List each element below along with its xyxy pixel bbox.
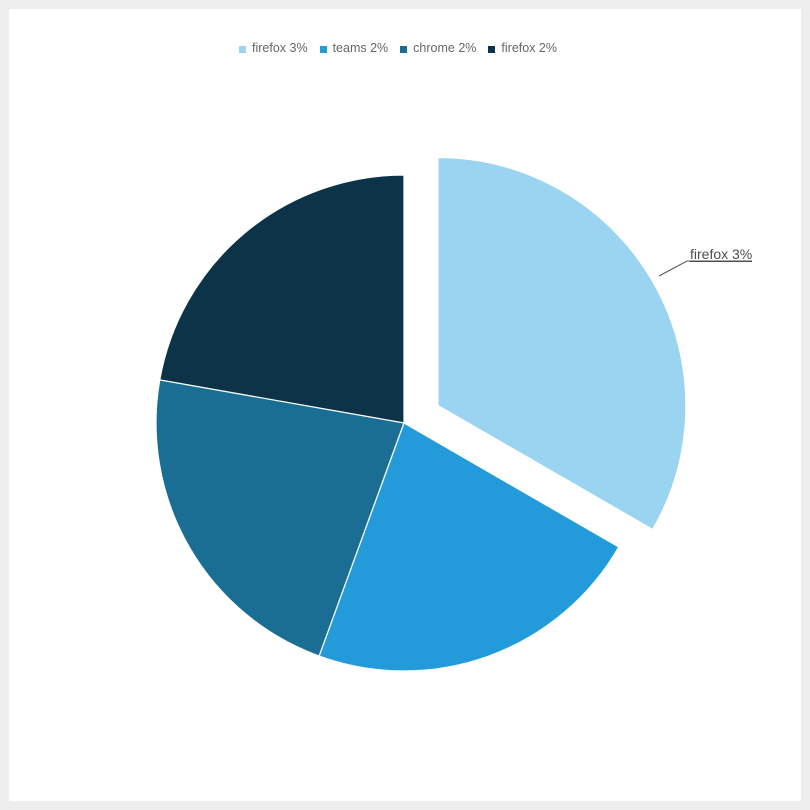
svg-text:firefox 3%: firefox 3% — [690, 246, 752, 262]
